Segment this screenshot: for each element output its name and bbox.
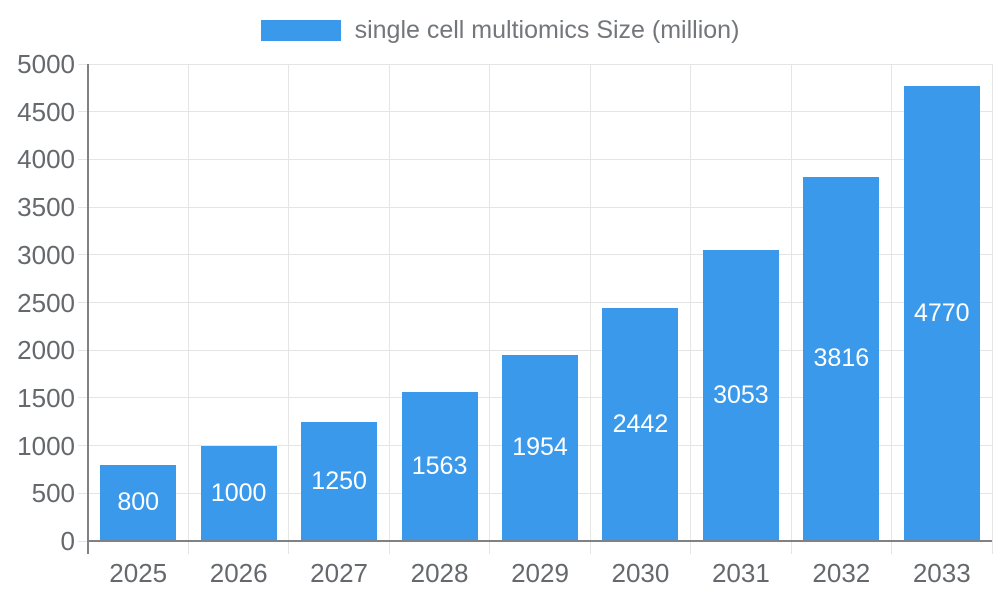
bar-2026[interactable]: 1000 [200, 445, 277, 541]
legend[interactable]: single cell multiomics Size (million) [0, 16, 1000, 44]
y-axis-tick-label: 4500 [17, 96, 75, 127]
y-tick-mark [78, 111, 88, 113]
y-axis-tick-label: 4000 [17, 144, 75, 175]
x-axis-label: 2033 [912, 558, 971, 588]
legend-label: single cell multiomics Size (million) [354, 15, 740, 44]
plot-area: 0 500 1000 1500 2000 2500 3000 3500 4000 4500 5000… [17, 51, 993, 588]
bar-value-label: 2442 [612, 410, 669, 439]
y-tick-mark [78, 63, 88, 65]
y-axis-tick-label: 2000 [17, 335, 75, 366]
x-tick-mark [489, 541, 491, 554]
y-axis-tick-label: 3500 [17, 192, 75, 223]
y-axis-tick-label: 2500 [17, 287, 75, 318]
y-tick-mark [78, 492, 88, 494]
x-axis-label: 2026 [209, 558, 268, 588]
h-gridline [88, 63, 992, 65]
x-tick-mark [388, 541, 390, 554]
x-tick-mark [991, 541, 993, 554]
bar-2027[interactable]: 1250 [301, 421, 378, 541]
x-axis-label: 2025 [109, 558, 168, 588]
y-tick-mark [78, 254, 88, 256]
x-axis-label: 2030 [611, 558, 670, 588]
bar-value-label: 1954 [512, 433, 568, 462]
bar-2028[interactable]: 1563 [401, 391, 478, 541]
bar-value-label: 800 [117, 488, 160, 517]
bar-2032[interactable]: 3816 [803, 176, 880, 541]
h-gridline [88, 111, 992, 113]
y-tick-mark [78, 206, 88, 208]
y-axis-tick-label: 3000 [17, 239, 75, 270]
x-tick-mark [891, 541, 893, 554]
x-axis-label: 2032 [812, 558, 871, 588]
v-gridline [489, 64, 491, 541]
bar-value-label: 3816 [813, 344, 870, 373]
y-axis-tick-label: 0 [60, 526, 75, 556]
y-axis-tick-label: 5000 [17, 49, 75, 79]
bar-2033[interactable]: 4770 [903, 85, 980, 541]
y-axis-line [87, 64, 89, 554]
y-tick-mark [78, 349, 88, 351]
bar-value-label: 3053 [713, 380, 769, 409]
h-gridline [88, 302, 992, 303]
x-axis-label: 2028 [410, 558, 469, 588]
v-gridline [589, 64, 591, 541]
legend-swatch [260, 19, 341, 41]
bar-2029[interactable]: 1954 [502, 354, 578, 541]
v-gridline [891, 64, 893, 541]
h-gridline [88, 158, 992, 160]
h-gridline [88, 254, 992, 256]
h-gridline [88, 349, 992, 351]
bar-value-label: 1563 [411, 451, 468, 480]
bar-2030[interactable]: 2442 [602, 308, 679, 541]
v-gridline [187, 64, 189, 541]
bar-2025[interactable]: 800 [100, 464, 177, 541]
v-gridline [288, 64, 290, 541]
v-gridline [388, 64, 390, 541]
x-tick-mark [589, 541, 591, 554]
y-tick-mark [78, 158, 88, 160]
x-axis-label: 2027 [310, 558, 369, 588]
x-axis-label: 2031 [711, 558, 770, 588]
y-tick-mark [78, 540, 88, 542]
y-tick-mark [78, 445, 88, 447]
x-tick-mark [288, 541, 290, 554]
y-tick-mark [78, 302, 88, 303]
bar-value-label: 1250 [311, 466, 367, 495]
y-tick-mark [78, 397, 88, 399]
v-gridline [790, 64, 792, 541]
bar-2031[interactable]: 3053 [702, 249, 779, 541]
v-gridline [690, 64, 692, 541]
x-tick-mark [790, 541, 792, 554]
x-tick-mark [187, 541, 189, 554]
y-axis-tick-label: 500 [31, 478, 75, 509]
v-gridline [991, 64, 993, 541]
x-tick-mark [690, 541, 692, 554]
h-gridline [88, 206, 992, 208]
bar-value-label: 4770 [913, 298, 970, 327]
y-axis-tick-label: 1000 [17, 430, 75, 461]
y-axis-tick-label: 1500 [17, 382, 75, 413]
bar-value-label: 1000 [210, 478, 267, 507]
x-axis-label: 2029 [511, 558, 569, 588]
x-axis-line [88, 540, 992, 542]
